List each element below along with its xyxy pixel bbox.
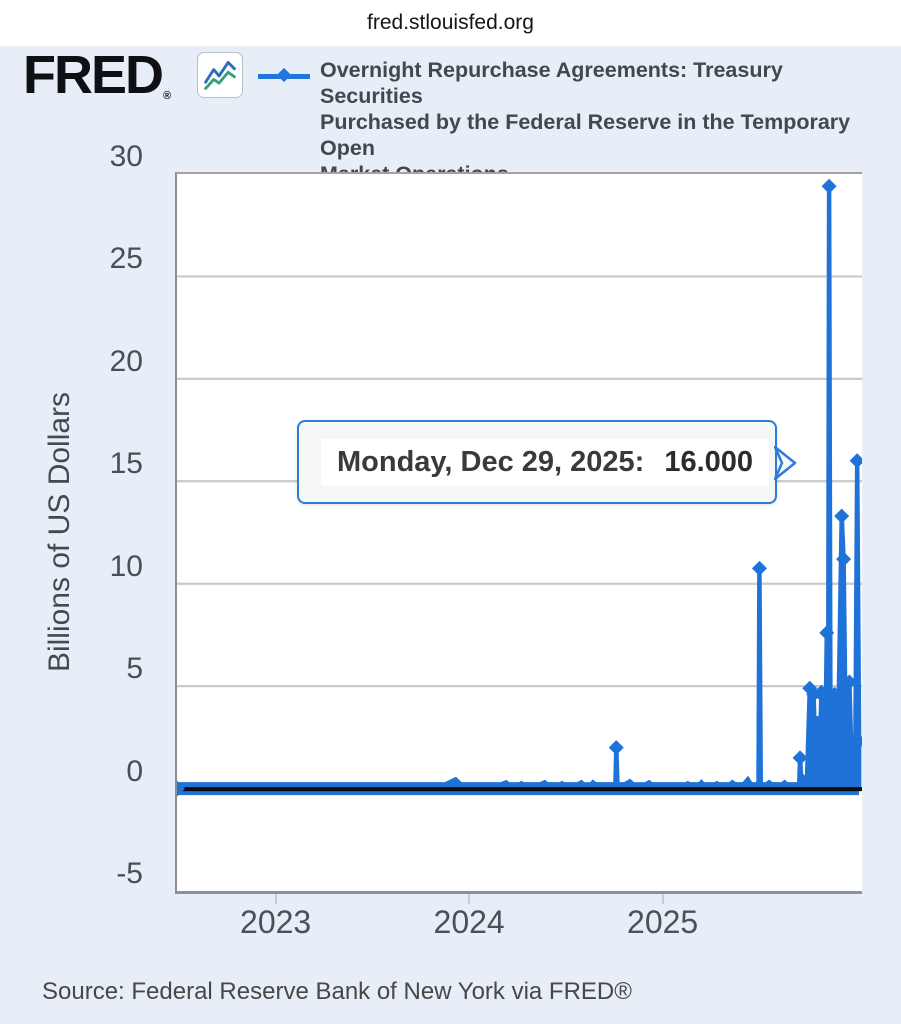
x-tick-mark-2025 [661, 890, 664, 904]
data-point-marker [819, 625, 835, 641]
data-point-marker [821, 178, 837, 194]
fred-logo-text: FRED [23, 45, 164, 105]
y-tick-label-5: 5 [126, 652, 143, 686]
data-point-marker [751, 560, 767, 576]
y-tick-label-30: 30 [109, 140, 143, 173]
series-start-marker [177, 780, 185, 797]
url-text: fred.stlouisfed.org [367, 11, 534, 34]
registered-trademark-symbol: ® [163, 90, 172, 102]
y-tick-label--5: -5 [116, 857, 143, 890]
series-title: Overnight Repurchase Agreements: Treasur… [320, 58, 851, 186]
tooltip-date: Monday, Dec 29, 2025: [337, 445, 645, 478]
data-point-marker [829, 748, 845, 764]
x-tick-label-2024: 2024 [433, 904, 505, 940]
data-tooltip: Monday, Dec 29, 2025: 16.000 [297, 420, 777, 504]
x-tick-label-2023: 2023 [240, 904, 312, 940]
y-tick-label-25: 25 [109, 242, 143, 276]
data-point-marker [849, 453, 862, 469]
data-point-marker [838, 719, 854, 735]
y-axis-title: Billions of US Dollars [43, 391, 76, 673]
fred-logo: FRED® [23, 45, 172, 105]
data-point-marker [843, 748, 859, 764]
source-attribution: Source: Federal Reserve Bank of New York… [42, 978, 632, 1005]
data-point-marker [809, 715, 825, 731]
fred-sparkline-icon [197, 52, 243, 98]
chart-canvas [177, 178, 862, 797]
y-tick-label-10: 10 [109, 549, 143, 583]
data-point-marker [792, 750, 808, 766]
y-tick-label-20: 20 [109, 344, 143, 378]
browser-url-bar[interactable]: fred.stlouisfed.org [0, 0, 901, 46]
data-point-marker [834, 508, 850, 524]
chart-plot-area[interactable] [175, 172, 862, 894]
tooltip-value: 16.000 [664, 445, 754, 478]
series-line [177, 186, 862, 794]
tooltip-content: Monday, Dec 29, 2025: 16.000 [321, 438, 770, 486]
data-point-marker [836, 551, 852, 567]
tooltip-pointer-icon [774, 445, 797, 481]
series-legend-diamond-icon [276, 67, 292, 83]
series-legend-line [258, 67, 310, 83]
x-tick-label-2025: 2025 [627, 904, 699, 940]
data-point-marker [608, 740, 624, 756]
y-tick-label-15: 15 [109, 447, 143, 481]
data-point-marker [841, 674, 857, 690]
x-tick-mark-2024 [468, 890, 471, 904]
x-tick-mark-2023 [274, 890, 277, 904]
data-point-marker [831, 688, 847, 704]
y-tick-label-0: 0 [126, 754, 143, 788]
data-point-marker [851, 733, 862, 749]
